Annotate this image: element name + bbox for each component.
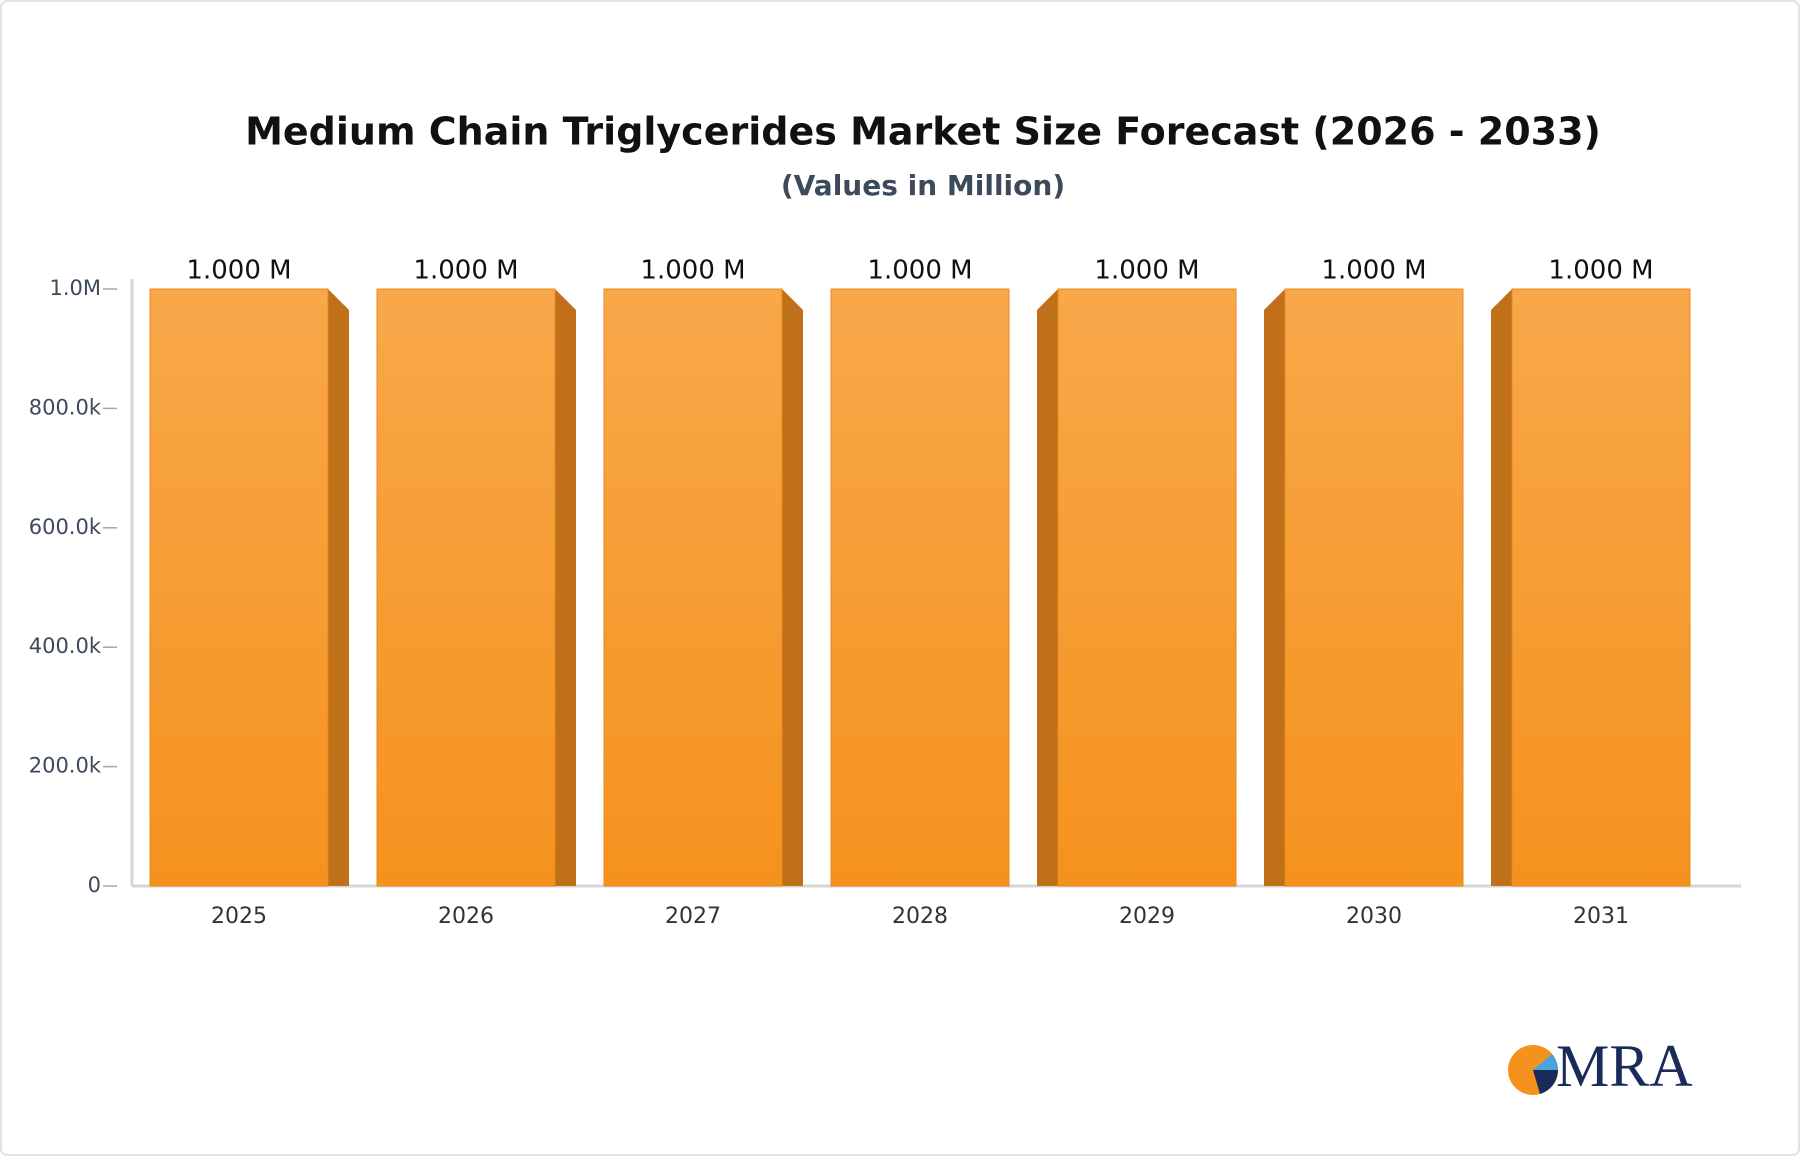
x-tick-label: 2030 [1346,904,1402,929]
logo-icon-slice [1533,1070,1558,1094]
logo-text: MRA [1556,1033,1693,1099]
value-label: 1.000 M [413,256,518,286]
bar-side [328,289,349,886]
y-tick-label: 400.0k [29,634,102,658]
bar-side [555,289,576,886]
y-tick-label: 200.0k [29,754,102,778]
y-tick-label: 1.0M [49,276,101,300]
x-tick-label: 2029 [1119,904,1175,929]
bar [149,288,329,887]
logo: MRA [1508,1033,1693,1099]
logo-icon-slice [1533,1054,1558,1070]
bar [830,288,1010,887]
chart-title: Medium Chain Triglycerides Market Size F… [245,110,1601,154]
value-label: 1.000 M [1321,256,1426,286]
bar [1057,288,1237,887]
bar [603,288,783,887]
x-tick-label: 2025 [211,904,267,929]
y-tick-label: 600.0k [29,515,102,539]
x-tick-label: 2026 [438,904,494,929]
y-tick-label: 800.0k [29,395,102,419]
x-tick-label: 2028 [892,904,948,929]
value-label: 1.000 M [1094,256,1199,286]
y-tick-label: 0 [88,873,101,897]
value-label: 1.000 M [640,256,745,286]
x-tick-label: 2031 [1573,904,1629,929]
bar-side [1264,289,1285,886]
value-label: 1.000 M [186,256,291,286]
bar [1511,288,1691,887]
value-label: 1.000 M [1548,256,1653,286]
value-label: 1.000 M [867,256,972,286]
bar-side [1491,289,1512,886]
bar [1284,288,1464,887]
chart-subtitle: (Values in Million) [781,169,1065,202]
bar [376,288,556,887]
x-tick-label: 2027 [665,904,721,929]
bar-side [782,289,803,886]
bar-side [1037,289,1058,886]
